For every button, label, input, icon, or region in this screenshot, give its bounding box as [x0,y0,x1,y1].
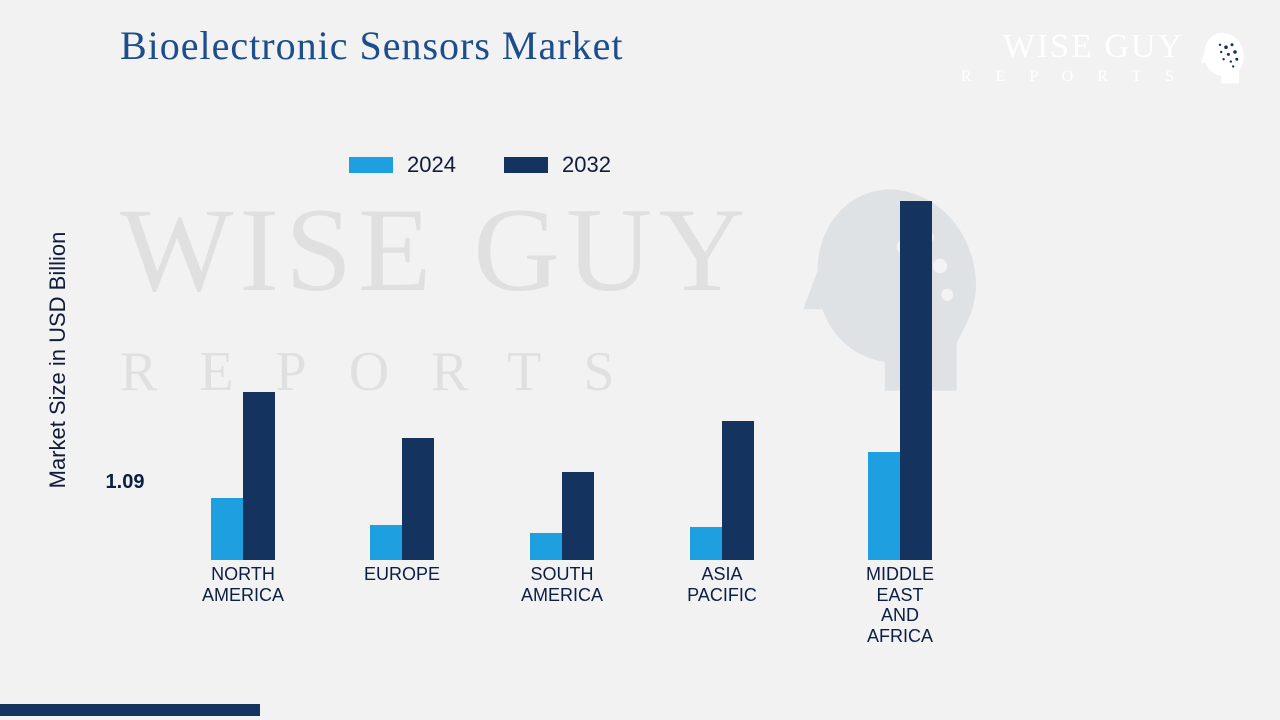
x-axis-label: MIDDLEEASTANDAFRICA [830,564,970,647]
y-axis-label: Market Size in USD Billion [45,232,71,489]
brand-head-icon [1190,28,1250,88]
bar [868,452,900,560]
footer-bar [0,704,260,716]
bar-group [530,472,594,560]
x-axis-label: ASIAPACIFIC [652,564,792,605]
bar [530,533,562,560]
legend-swatch [504,157,548,173]
legend-label: 2032 [562,152,611,178]
x-axis-label: NORTHAMERICA [173,564,313,605]
right-band [960,0,1280,720]
bar [900,201,932,560]
bar [211,498,243,560]
bar-group [868,201,932,560]
brand-line1: WISE GUY [1003,28,1184,66]
legend-item: 2032 [504,152,611,178]
brand-line2: R E P O R T S [961,68,1184,86]
bar [370,525,402,560]
legend-label: 2024 [407,152,456,178]
bar [722,421,754,560]
chart-title: Bioelectronic Sensors Market [120,22,623,69]
bar-group [211,392,275,560]
bar [402,438,434,560]
bar [690,527,722,560]
bar [562,472,594,560]
plot-area [100,190,960,560]
x-axis-label: SOUTHAMERICA [492,564,632,605]
legend-swatch [349,157,393,173]
legend: 2024 2032 [0,152,960,178]
legend-item: 2024 [349,152,456,178]
bar [243,392,275,560]
x-axis-label: EUROPE [332,564,472,585]
bar-group [370,438,434,560]
brand-logo: WISE GUY R E P O R T S [961,28,1250,88]
bar-group [690,421,754,560]
bar-chart: NORTHAMERICAEUROPESOUTHAMERICAASIAPACIFI… [100,190,960,590]
